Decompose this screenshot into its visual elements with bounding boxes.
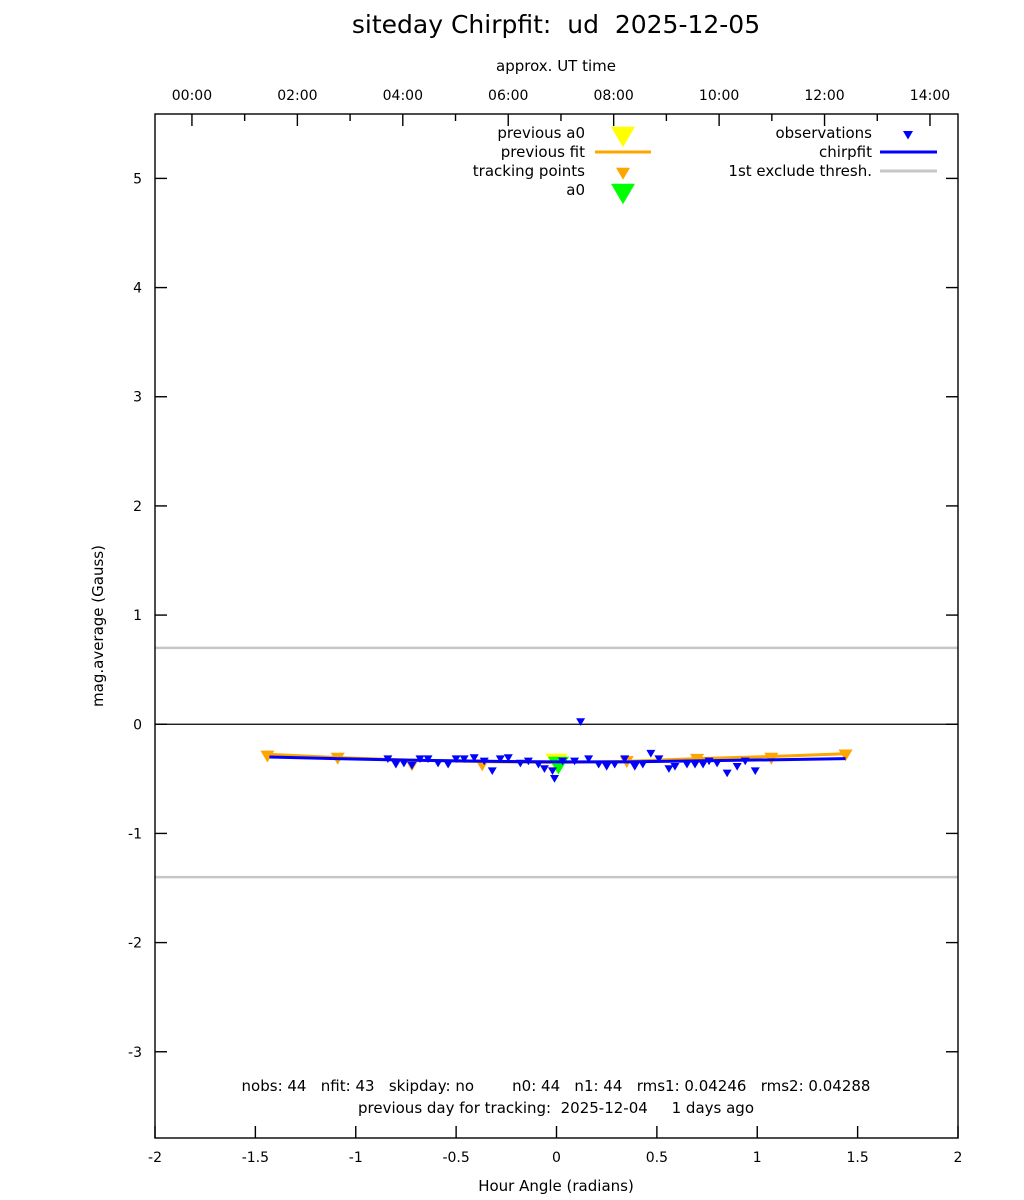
top-axis-title: approx. UT time [496,57,616,75]
ut-tick-label: 02:00 [277,88,317,104]
legend-label: tracking points [473,162,585,180]
bottom-axis-title: Hour Angle (radians) [478,1177,634,1195]
legend-triangle-small [903,131,913,140]
observations-marker [682,760,692,769]
observations-marker [576,718,586,726]
observations-marker [443,760,453,769]
observations-marker [469,754,479,762]
observations-marker [487,767,497,776]
ut-tick-label: 08:00 [593,88,633,104]
legend-label: 1st exclude thresh. [728,162,872,180]
x-tick-label: 2 [954,1150,963,1166]
observations-marker [451,755,461,764]
ut-tick-label: 12:00 [804,88,844,104]
legend-triangle-big [611,126,635,148]
left-axis-title: mag.average (Gauss) [89,545,107,707]
observations-marker [630,763,640,771]
legend-label: observations [775,124,872,142]
y-tick-label: 5 [133,171,142,187]
observations-marker [539,765,549,773]
observations-marker [602,763,612,771]
x-tick-label: -0.5 [442,1150,469,1166]
chart-title: siteday Chirpfit: ud 2025-12-05 [352,10,760,39]
stats-line-2: previous day for tracking: 2025-12-04 1 … [358,1099,754,1117]
x-tick-label: -1 [349,1150,363,1166]
observations-marker [670,763,680,771]
plot-border [154,113,959,1139]
legend-triangle-big [611,183,635,205]
x-tick-label: -1.5 [242,1150,269,1166]
observations-marker [459,755,469,764]
ut-tick-label: 06:00 [488,88,528,104]
ut-tick-label: 14:00 [910,88,950,104]
observations-marker [547,767,557,776]
stats-line-1: nobs: 44 nfit: 43 skipday: no n0: 44 n1:… [242,1077,871,1095]
observations-marker [620,755,630,764]
observations-marker [391,760,401,769]
y-tick-label: 0 [133,717,142,733]
y-tick-label: 1 [133,608,142,624]
ut-tick-label: 10:00 [699,88,739,104]
observations-marker [698,760,708,769]
y-tick-label: -1 [128,826,142,842]
observations-marker [584,755,594,764]
observations-marker [664,765,674,773]
ut-tick-label: 00:00 [172,88,212,104]
x-tick-label: 1.5 [846,1150,868,1166]
y-tick-label: 3 [133,390,142,406]
chirpfit-line [269,755,846,764]
observations-marker [732,763,742,771]
legend-label: chirpfit [819,143,872,161]
observations-marker [407,761,417,770]
tracking-points-marker [838,749,853,762]
observations-marker [399,759,409,768]
y-tick-label: 4 [133,281,142,297]
observations-marker [495,755,505,764]
y-tick-label: -2 [128,936,142,952]
x-tick-label: 0 [552,1150,561,1166]
observations-marker [646,749,656,758]
observations-marker [750,767,760,776]
x-tick-label: -2 [148,1150,162,1166]
y-tick-label: -3 [128,1045,142,1061]
legend-label: previous fit [501,143,585,161]
observations-marker [549,775,559,783]
observations-marker [722,769,732,778]
legend-label: previous a0 [497,124,585,142]
ut-tick-label: 04:00 [383,88,423,104]
y-tick-label: 2 [133,499,142,515]
x-tick-label: 0.5 [646,1150,668,1166]
legend-triangle-med [616,167,630,180]
x-tick-label: 1 [753,1150,762,1166]
observations-marker [503,754,513,762]
observations-marker [690,760,700,769]
tracking-points-marker [260,750,275,763]
legend-label: a0 [566,181,585,199]
plot-content: -3 -2 -1 0 1 2 3 4 5 -2 -1.5 -1 -0.5 0 0.5 1 1.5 2 00:00 02… [128,88,962,1166]
observations-marker [654,755,664,764]
